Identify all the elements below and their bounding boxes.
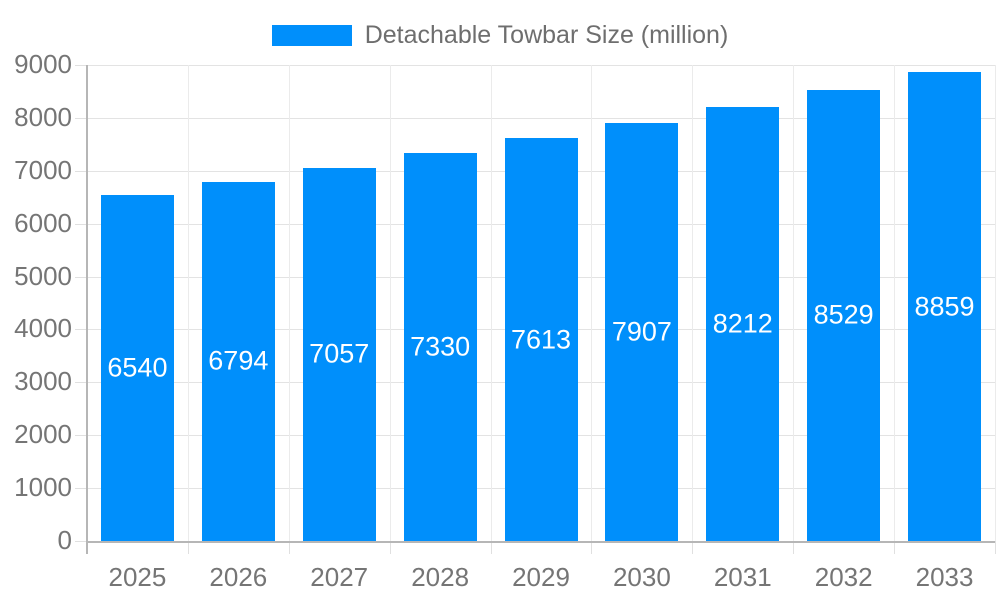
legend[interactable]: Detachable Towbar Size (million) <box>0 21 1000 50</box>
x-axis-tick <box>995 541 996 554</box>
bar[interactable] <box>908 72 982 541</box>
x-axis-label: 2025 <box>108 562 167 592</box>
bar[interactable] <box>706 106 780 541</box>
y-axis-label: 2000 <box>14 419 72 450</box>
y-axis-label: 0 <box>57 524 72 555</box>
x-gridline <box>995 65 996 541</box>
x-axis-label: 2032 <box>814 562 873 592</box>
y-axis-tick <box>75 223 87 225</box>
bar-value-label: 6794 <box>208 345 269 376</box>
x-axis-line <box>87 541 995 543</box>
bar-value-label: 7907 <box>611 316 672 347</box>
x-axis-tick <box>793 541 795 554</box>
y-axis-tick <box>75 117 87 119</box>
x-axis-tick <box>187 541 189 554</box>
y-axis-line <box>86 65 88 554</box>
legend-swatch <box>271 25 352 46</box>
x-axis-tick <box>591 541 593 554</box>
bar[interactable] <box>100 195 174 541</box>
x-axis-tick <box>490 541 492 554</box>
y-axis-label: 8000 <box>14 101 72 132</box>
bar[interactable] <box>403 153 477 541</box>
y-axis-tick <box>75 329 87 331</box>
y-axis-label: 6000 <box>14 207 72 238</box>
bar-value-label: 8529 <box>813 299 874 330</box>
bar[interactable] <box>504 138 578 541</box>
x-axis-label: 2026 <box>209 562 268 592</box>
bar-value-label: 7330 <box>410 331 471 362</box>
bar[interactable] <box>302 167 376 541</box>
bar-value-label: 7613 <box>510 324 572 355</box>
x-gridline <box>692 65 694 541</box>
y-axis-tick <box>75 435 87 437</box>
y-axis-tick <box>75 382 87 384</box>
bar[interactable] <box>807 89 881 541</box>
bar-value-label: 8859 <box>914 291 975 322</box>
bar[interactable] <box>201 181 275 541</box>
bar-value-label: 6540 <box>107 352 168 383</box>
y-axis-label: 7000 <box>14 154 72 185</box>
x-gridline <box>288 65 290 541</box>
x-gridline <box>591 65 593 541</box>
y-axis-label: 4000 <box>14 313 72 344</box>
y-axis-tick <box>75 488 87 490</box>
x-gridline <box>389 65 391 541</box>
x-axis-label: 2027 <box>310 562 369 592</box>
x-axis-tick <box>389 541 391 554</box>
x-axis-tick <box>288 541 290 554</box>
y-axis-label: 5000 <box>14 260 72 291</box>
x-axis-label: 2030 <box>612 562 671 592</box>
bar-value-label: 8212 <box>712 308 773 339</box>
x-gridline <box>793 65 795 541</box>
x-gridline <box>490 65 492 541</box>
x-gridline <box>894 65 896 541</box>
legend-label: Detachable Towbar Size (million) <box>364 21 729 49</box>
y-gridline <box>87 117 995 119</box>
y-axis-tick <box>75 170 87 172</box>
y-axis-label: 1000 <box>14 471 72 502</box>
x-axis-label: 2033 <box>915 562 974 592</box>
x-axis-label: 2029 <box>512 562 570 592</box>
y-axis-tick <box>75 65 87 66</box>
y-gridline <box>87 65 995 66</box>
y-axis-tick <box>75 541 87 542</box>
y-axis-tick <box>75 276 87 278</box>
y-axis-label: 3000 <box>14 366 72 397</box>
x-axis-label: 2028 <box>411 562 470 592</box>
bar-value-label: 7057 <box>309 338 370 369</box>
bar[interactable] <box>605 122 679 541</box>
x-axis-tick <box>894 541 896 554</box>
x-axis-label: 2031 <box>713 562 772 592</box>
x-gridline <box>187 65 189 541</box>
y-axis-label: 9000 <box>14 48 72 79</box>
x-axis-tick <box>692 541 694 554</box>
